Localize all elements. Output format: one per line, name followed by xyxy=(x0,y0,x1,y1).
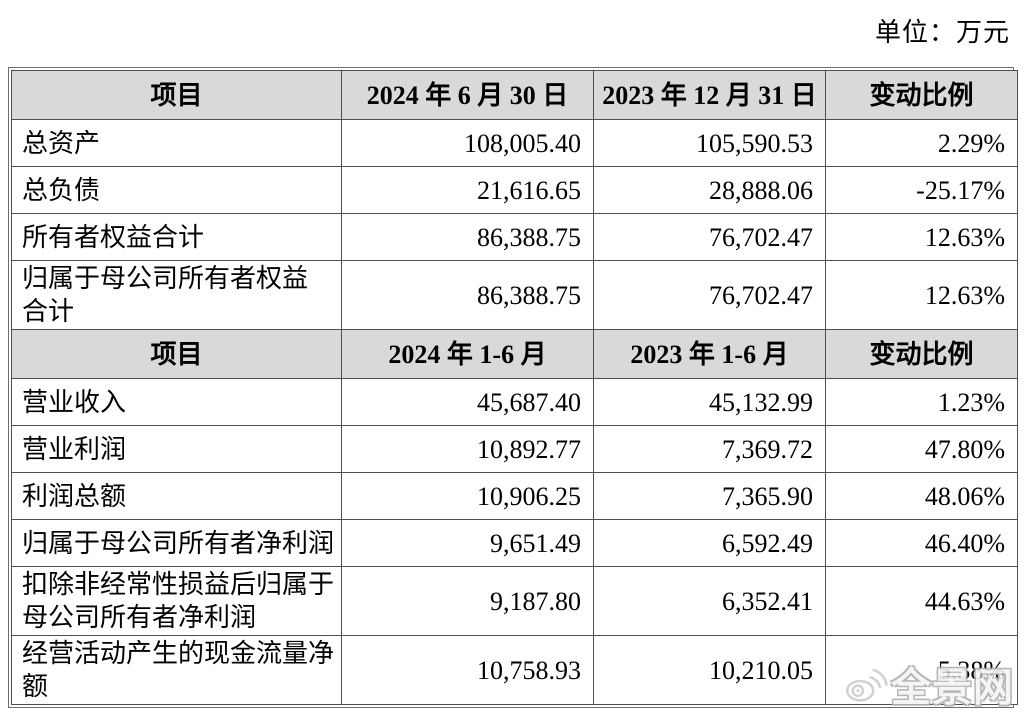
change-ratio: 48.06% xyxy=(825,472,1018,520)
row-label: 经营活动产生的现金流量净 额 xyxy=(11,635,342,705)
section-header-row: 项目 2024 年 1-6 月 2023 年 1-6 月变动比例 xyxy=(11,329,1018,379)
value-current-period: 9,187.80 xyxy=(341,566,594,636)
change-ratio: 5.38% xyxy=(825,635,1018,705)
value-current-period: 9,651.49 xyxy=(341,519,594,567)
unit-label: 单位：万元 xyxy=(874,18,1010,47)
column-header: 2023 年 1-6 月 xyxy=(593,329,826,379)
change-ratio: 44.63% xyxy=(825,566,1018,636)
row-label: 扣除非经常性损益后归属于 母公司所有者净利润 xyxy=(11,566,342,636)
column-header: 2024 年 6 月 30 日 xyxy=(341,70,594,120)
row-label: 总资产 xyxy=(11,119,342,167)
value-current-period: 10,892.77 xyxy=(341,425,594,473)
column-header: 项目 xyxy=(11,329,342,379)
row-label: 营业收入 xyxy=(11,378,342,426)
row-label: 所有者权益合计 xyxy=(11,213,342,261)
change-ratio: 2.29% xyxy=(825,119,1018,167)
column-header: 2024 年 1-6 月 xyxy=(341,329,594,379)
change-ratio: 47.80% xyxy=(825,425,1018,473)
change-ratio: 12.63% xyxy=(825,213,1018,261)
value-prior-period: 10,210.05 xyxy=(593,635,826,705)
value-prior-period: 7,365.90 xyxy=(593,472,826,520)
table-row: 归属于母公司所有者权益 合计 86,388.75 76,702.47 12.63% xyxy=(11,260,1018,330)
value-current-period: 108,005.40 xyxy=(341,119,594,167)
row-label: 归属于母公司所有者净利润 xyxy=(11,519,342,567)
value-current-period: 21,616.65 xyxy=(341,166,594,214)
row-label: 归属于母公司所有者权益 合计 xyxy=(11,260,342,330)
column-header: 2023 年 12 月 31 日 xyxy=(593,70,826,120)
column-header: 变动比例 xyxy=(825,70,1018,120)
column-header: 变动比例 xyxy=(825,329,1018,379)
column-header: 项目 xyxy=(11,70,342,120)
table-row: 归属于母公司所有者净利润 9,651.49 6,592.49 46.40% xyxy=(11,519,1018,567)
value-current-period: 86,388.75 xyxy=(341,260,594,330)
value-prior-period: 6,592.49 xyxy=(593,519,826,567)
value-prior-period: 76,702.47 xyxy=(593,213,826,261)
table-row: 扣除非经常性损益后归属于 母公司所有者净利润 9,187.80 6,352.41 44… xyxy=(11,566,1018,636)
value-prior-period: 28,888.06 xyxy=(593,166,826,214)
value-current-period: 86,388.75 xyxy=(341,213,594,261)
value-prior-period: 6,352.41 xyxy=(593,566,826,636)
value-prior-period: 45,132.99 xyxy=(593,378,826,426)
table-row: 总资产 108,005.40 105,590.53 2.29% xyxy=(11,119,1018,167)
table-row: 所有者权益合计 86,388.75 76,702.47 12.63% xyxy=(11,213,1018,261)
value-current-period: 10,906.25 xyxy=(341,472,594,520)
change-ratio: -25.17% xyxy=(825,166,1018,214)
financial-table-body: 项目 2024 年 6 月 30 日 2023 年 12 月 31 日变动比例 总资产… xyxy=(11,70,1018,705)
value-prior-period: 76,702.47 xyxy=(593,260,826,330)
value-prior-period: 105,590.53 xyxy=(593,119,826,167)
table-row: 总负债 21,616.65 28,888.06 -25.17% xyxy=(11,166,1018,214)
table-row: 经营活动产生的现金流量净 额 10,758.93 10,210.05 5.38% xyxy=(11,635,1018,705)
section-header-row: 项目 2024 年 6 月 30 日 2023 年 12 月 31 日变动比例 xyxy=(11,70,1018,120)
change-ratio: 1.23% xyxy=(825,378,1018,426)
table-row: 利润总额 10,906.25 7,365.90 48.06% xyxy=(11,472,1018,520)
change-ratio: 12.63% xyxy=(825,260,1018,330)
table-row: 营业利润 10,892.77 7,369.72 47.80% xyxy=(11,425,1018,473)
row-label: 利润总额 xyxy=(11,472,342,520)
row-label: 营业利润 xyxy=(11,425,342,473)
table-row: 营业收入 45,687.40 45,132.99 1.23% xyxy=(11,378,1018,426)
value-prior-period: 7,369.72 xyxy=(593,425,826,473)
financial-table-wrapper: 项目 2024 年 6 月 30 日 2023 年 12 月 31 日变动比例 总资产… xyxy=(8,67,1018,708)
row-label: 总负债 xyxy=(11,166,342,214)
financial-table: 项目 2024 年 6 月 30 日 2023 年 12 月 31 日变动比例 总资产… xyxy=(11,70,1018,705)
change-ratio: 46.40% xyxy=(825,519,1018,567)
value-current-period: 45,687.40 xyxy=(341,378,594,426)
value-current-period: 10,758.93 xyxy=(341,635,594,705)
